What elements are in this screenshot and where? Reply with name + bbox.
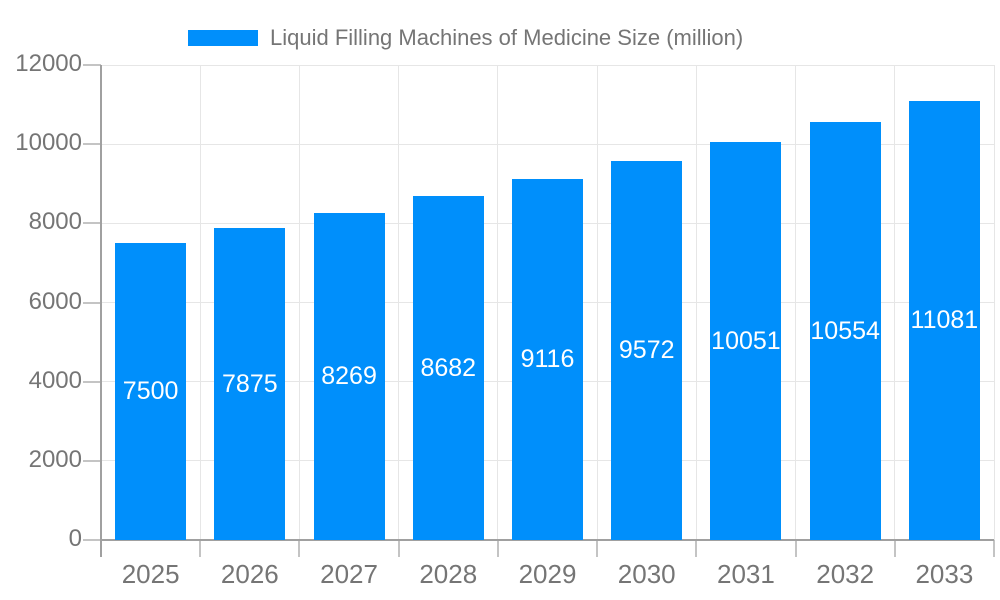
v-gridline — [795, 65, 797, 540]
x-axis-label: 2025 — [121, 559, 180, 589]
bar-2028[interactable]: 8682 — [412, 196, 484, 540]
y-axis-label: 6000 — [28, 287, 82, 315]
bar-value-label: 10554 — [810, 316, 880, 345]
y-tick-mark — [83, 459, 101, 462]
bar-2031[interactable]: 10051 — [710, 142, 782, 540]
x-tick-mark — [100, 540, 102, 557]
x-axis-label: 2032 — [816, 559, 875, 589]
h-gridline — [101, 143, 994, 145]
y-axis-line — [100, 65, 102, 540]
y-axis-label: 12000 — [15, 50, 82, 77]
x-tick-mark — [794, 540, 797, 557]
v-gridline — [199, 65, 201, 540]
y-tick-mark — [83, 222, 101, 225]
y-tick-mark — [83, 143, 101, 146]
h-gridline — [101, 64, 994, 66]
bar-value-label: 9572 — [618, 336, 675, 365]
legend-label: Liquid Filling Machines of Medicine Size… — [270, 25, 744, 50]
v-gridline — [993, 65, 995, 540]
y-axis-label: 10000 — [15, 129, 82, 157]
bar-2029[interactable]: 9116 — [512, 179, 583, 540]
bar-2033[interactable]: 11081 — [908, 101, 980, 540]
bar-2026[interactable]: 7875 — [214, 228, 286, 540]
bar-value-label: 7500 — [122, 377, 179, 406]
x-axis-label: 2031 — [717, 559, 775, 589]
bar-value-label: 8269 — [321, 361, 377, 390]
y-tick-mark — [83, 539, 101, 541]
x-axis-label: 2027 — [320, 559, 378, 589]
x-axis-label: 2028 — [419, 559, 478, 589]
bar-2032[interactable]: 10554 — [809, 122, 881, 540]
y-tick-mark — [83, 380, 101, 383]
x-axis-label: 2033 — [915, 559, 974, 589]
x-tick-mark — [596, 540, 599, 557]
x-tick-mark — [993, 540, 995, 557]
x-tick-mark — [199, 540, 202, 557]
v-gridline — [894, 65, 896, 540]
v-gridline — [298, 65, 300, 540]
x-tick-mark — [496, 540, 499, 557]
bar-value-label: 10051 — [711, 326, 781, 355]
bar-2030[interactable]: 9572 — [611, 161, 683, 540]
bar-value-label: 8682 — [420, 353, 477, 382]
legend-item[interactable]: Liquid Filling Machines of Medicine Size… — [188, 25, 743, 51]
x-axis-label: 2029 — [518, 559, 577, 589]
y-axis-label: 4000 — [28, 366, 82, 394]
bar-value-label: 7875 — [222, 369, 278, 398]
x-tick-mark — [298, 540, 301, 557]
v-gridline — [497, 65, 499, 540]
x-axis-label: 2026 — [220, 559, 279, 589]
v-gridline — [695, 65, 697, 540]
legend-swatch — [188, 30, 258, 46]
y-axis-label: 0 — [68, 525, 82, 552]
y-tick-mark — [83, 64, 101, 66]
v-gridline — [596, 65, 598, 540]
x-axis-label: 2030 — [617, 559, 676, 589]
x-tick-mark — [397, 540, 400, 557]
v-gridline — [398, 65, 400, 540]
bar-2025[interactable]: 7500 — [115, 243, 187, 540]
x-tick-mark — [893, 540, 896, 557]
bar-value-label: 9116 — [520, 345, 575, 374]
y-axis-label: 8000 — [28, 208, 82, 236]
y-axis-label: 2000 — [28, 445, 82, 473]
x-tick-mark — [695, 540, 698, 557]
bar-value-label: 11081 — [910, 306, 979, 335]
y-tick-mark — [83, 301, 101, 304]
bar-2027[interactable]: 8269 — [313, 212, 385, 540]
x-axis-line — [101, 539, 994, 541]
